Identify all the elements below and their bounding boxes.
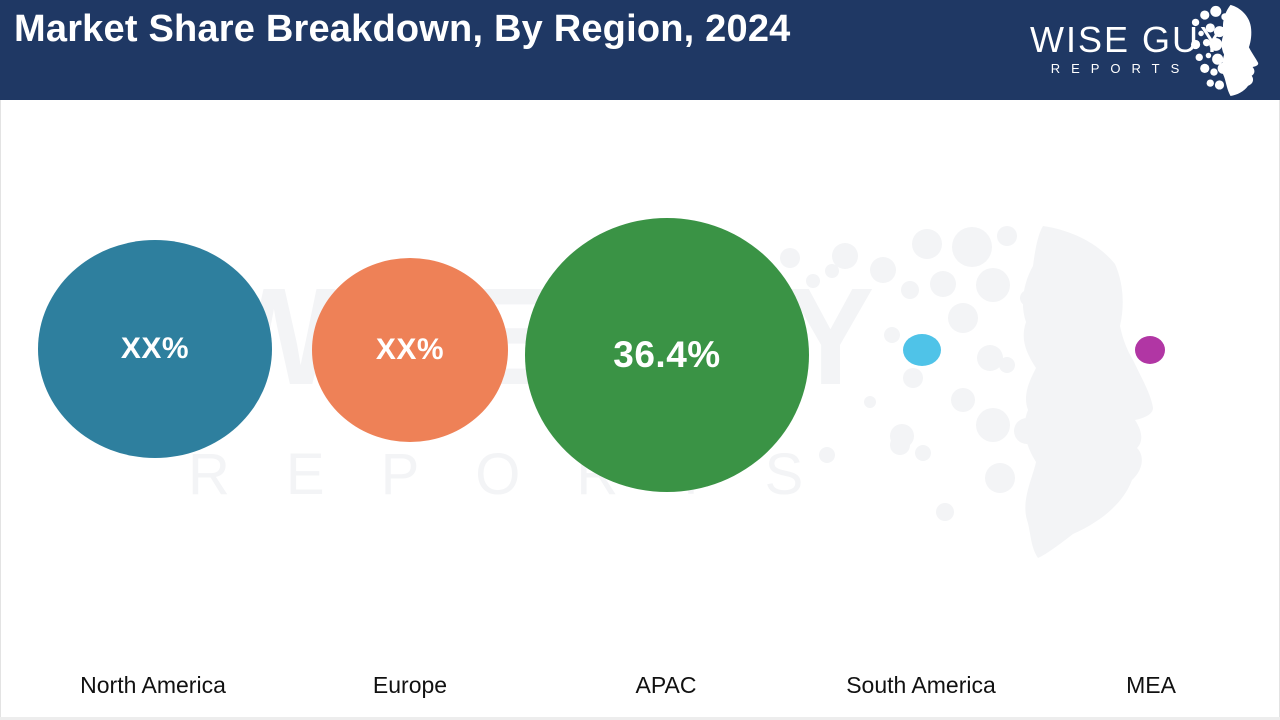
bubble-value-apac: 36.4% [613,334,721,375]
bubble-mea [1135,336,1165,364]
wiseguy-logo: WISE GUY REPORTS [1030,0,1268,100]
logo-subtitle: REPORTS [1050,61,1191,76]
category-label-south-america: South America [846,672,996,698]
category-label-north-america: North America [80,672,226,698]
left-edge-line [0,100,1,720]
wiseguy-logo-text: WISE GUY REPORTS [1030,19,1227,77]
bubble-apac: 36.4% [525,218,809,492]
category-label-europe: Europe [372,672,448,698]
bubble-north-america: XX% [38,240,272,458]
category-label-apac: APAC [635,672,697,698]
category-label-mea: MEA [1126,672,1176,698]
wiseguy-face-icon [1190,4,1259,96]
bubble-south-america [903,334,941,366]
bubble-value-north-america: XX% [120,332,190,365]
bubble-europe: XX% [312,258,508,442]
header-bar: Market Share Breakdown, By Region, 2024 … [0,0,1280,100]
face-profile-path [1221,4,1259,96]
page-title: Market Share Breakdown, By Region, 2024 [14,8,791,50]
bubble-value-europe: XX% [375,333,445,366]
bottom-edge-line [0,717,1280,720]
watermark-face-profile-path [1022,226,1153,558]
watermark-face-graphic [780,226,1153,558]
logo-wordmark: WISE GUY [1030,19,1227,60]
